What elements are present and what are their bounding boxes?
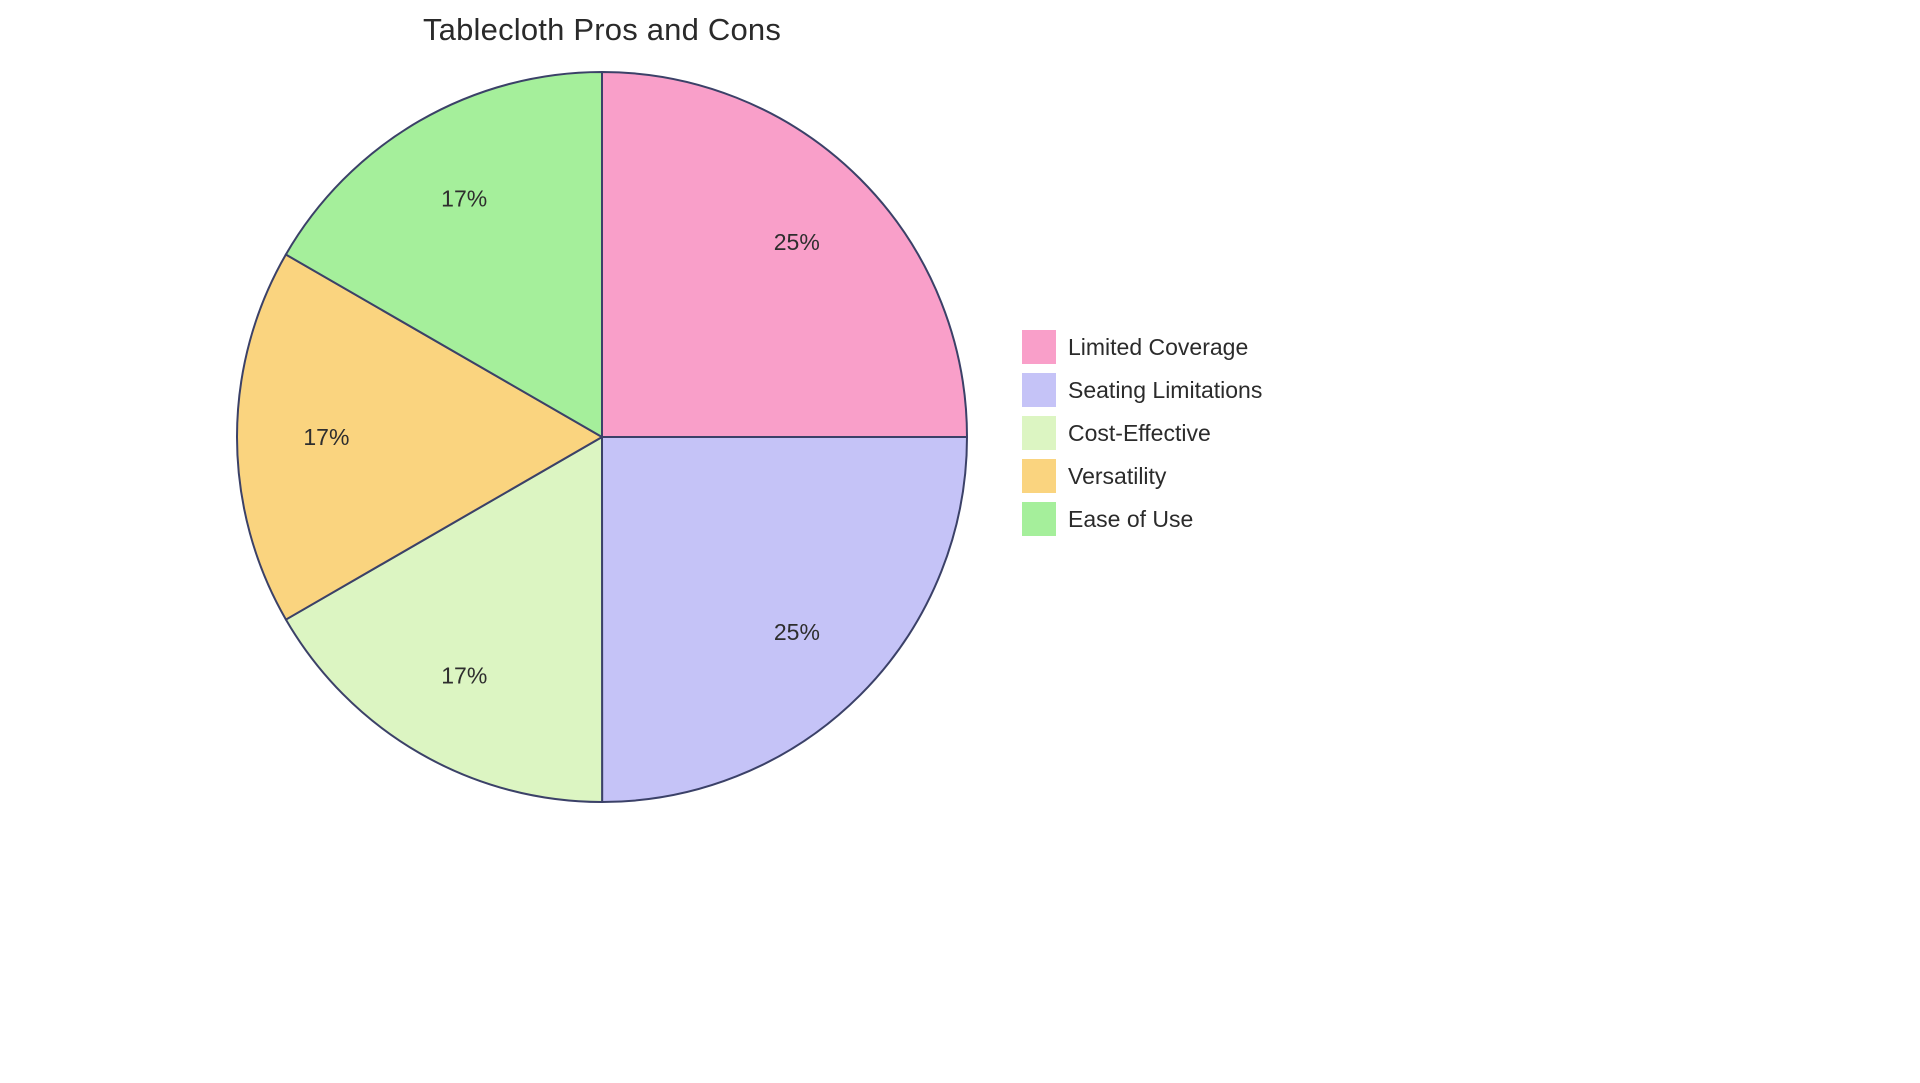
legend-label: Cost-Effective	[1068, 419, 1211, 446]
legend-item-limited-coverage[interactable]: Limited Coverage	[1022, 330, 1262, 364]
pie-chart: 25% 25% 17% 17% 17%	[236, 71, 968, 803]
legend-swatch	[1022, 502, 1056, 536]
legend-swatch	[1022, 330, 1056, 364]
pie-slice-percent-label: 17%	[441, 185, 487, 211]
pie-slice-percent-label: 25%	[774, 229, 820, 255]
legend-item-ease-of-use[interactable]: Ease of Use	[1022, 502, 1262, 536]
legend-label: Seating Limitations	[1068, 376, 1263, 403]
pie-slice-ease-of-use[interactable]	[284, 71, 603, 438]
legend-label: Limited Coverage	[1068, 333, 1249, 360]
legend: Limited Coverage Seating Limitations Cost-…	[1022, 330, 1262, 536]
legend-label: Ease of Use	[1068, 505, 1194, 532]
pie-slice-percent-label: 17%	[303, 424, 349, 450]
legend-label: Versatility	[1068, 462, 1167, 489]
pie-slice-versatility[interactable]	[236, 253, 603, 621]
legend-swatch	[1022, 459, 1056, 493]
pie-slice-seating-limitations[interactable]	[601, 435, 968, 803]
chart-title: Tablecloth Pros and Cons	[422, 12, 782, 47]
legend-item-versatility[interactable]: Versatility	[1022, 459, 1262, 493]
legend-swatch	[1022, 373, 1056, 407]
pie-slice-percent-label: 25%	[774, 619, 820, 645]
pie-slice-percent-label: 17%	[441, 663, 487, 689]
legend-item-cost-effective[interactable]: Cost-Effective	[1022, 416, 1262, 450]
pie-slice-cost-effective[interactable]	[284, 436, 604, 803]
pie-slice-limited-coverage[interactable]	[601, 71, 968, 438]
legend-item-seating-limitations[interactable]: Seating Limitations	[1022, 373, 1262, 407]
legend-swatch	[1022, 416, 1056, 450]
